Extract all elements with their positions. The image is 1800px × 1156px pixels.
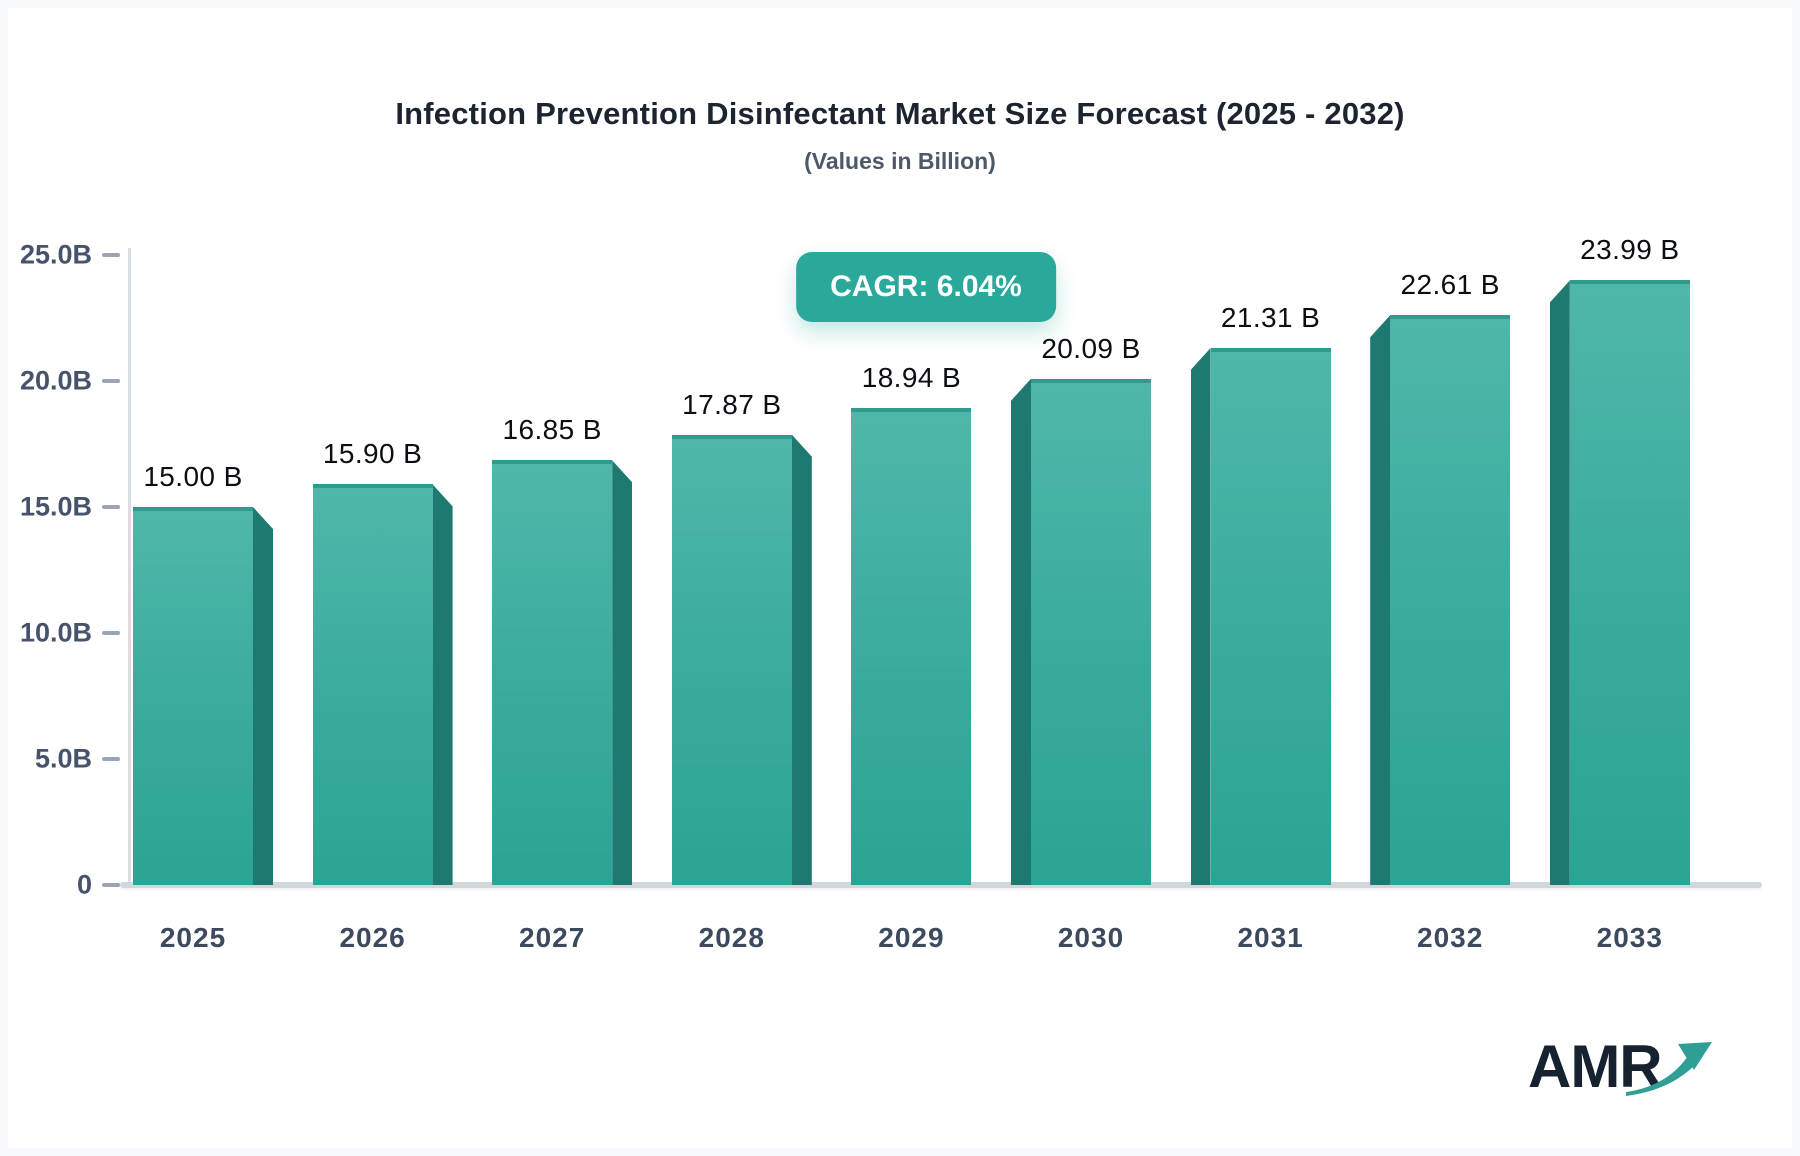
x-tick-label: 2028 <box>698 922 765 953</box>
growth-arrow-icon <box>1626 1042 1712 1096</box>
bar-value-label: 18.94 B <box>861 361 962 393</box>
y-tick-mark <box>102 631 120 635</box>
bar-value-label: 15.90 B <box>322 438 423 470</box>
bar-value-label: 21.31 B <box>1220 301 1321 333</box>
y-axis-line <box>128 248 131 885</box>
y-tick-label: 25.0B <box>19 239 92 270</box>
bar-side-face <box>1370 315 1391 885</box>
bar-2033 <box>1569 280 1690 885</box>
bar-2029 <box>851 407 972 885</box>
x-tick-label: 2027 <box>519 922 586 953</box>
x-axis-baseline <box>120 882 1762 888</box>
bar-value-label: 23.99 B <box>1580 234 1680 266</box>
y-tick-label: 10.0B <box>19 617 92 648</box>
bar-2032 <box>1390 315 1511 885</box>
x-tick-label: 2030 <box>1057 922 1125 953</box>
bar-2026 <box>312 484 433 885</box>
y-tick-mark <box>102 757 120 761</box>
bar-side-face <box>612 460 633 885</box>
bar-value-label: 17.87 B <box>682 388 782 420</box>
x-tick-label: 2031 <box>1237 922 1304 953</box>
bar-side-face <box>432 484 453 885</box>
y-tick-label: 20.0B <box>19 365 92 396</box>
amr-logo-text: AMR <box>1528 1033 1663 1100</box>
x-tick-label: 2026 <box>339 922 406 953</box>
bar-side-face <box>253 507 273 885</box>
y-tick-label: 0 <box>76 869 92 900</box>
bar-side-face <box>1011 378 1031 885</box>
y-tick-mark <box>102 253 120 257</box>
x-tick-label: 2025 <box>159 922 227 953</box>
y-tick-mark <box>102 379 120 383</box>
bar-2030 <box>1031 378 1151 885</box>
bar-side-face <box>1190 347 1211 885</box>
bar-value-label: 22.61 B <box>1400 269 1500 301</box>
amr-logo: AMR <box>1528 1032 1718 1112</box>
x-tick-label: 2032 <box>1417 922 1484 953</box>
bar-value-label: 20.09 B <box>1041 332 1141 364</box>
bar-2031 <box>1210 347 1331 885</box>
chart-title: Infection Prevention Disinfectant Market… <box>395 96 1405 131</box>
x-tick-label: 2033 <box>1596 922 1663 953</box>
bar-2025 <box>133 507 253 885</box>
bar-value-label: 15.00 B <box>143 461 243 492</box>
bar-2027 <box>492 460 613 885</box>
y-tick-label: 15.0B <box>19 491 92 522</box>
bar-value-label: 16.85 B <box>502 414 602 446</box>
bar-side-face <box>791 434 812 885</box>
y-tick-mark <box>102 505 120 509</box>
y-tick-mark <box>102 883 120 887</box>
y-tick-label: 5.0B <box>34 743 92 774</box>
bar-side-face <box>1549 280 1570 885</box>
bar-2028 <box>671 434 792 885</box>
x-tick-label: 2029 <box>878 922 945 953</box>
cagr-badge: CAGR: 6.04% <box>796 252 1056 322</box>
chart-subtitle: (Values in Billion) <box>804 148 996 174</box>
